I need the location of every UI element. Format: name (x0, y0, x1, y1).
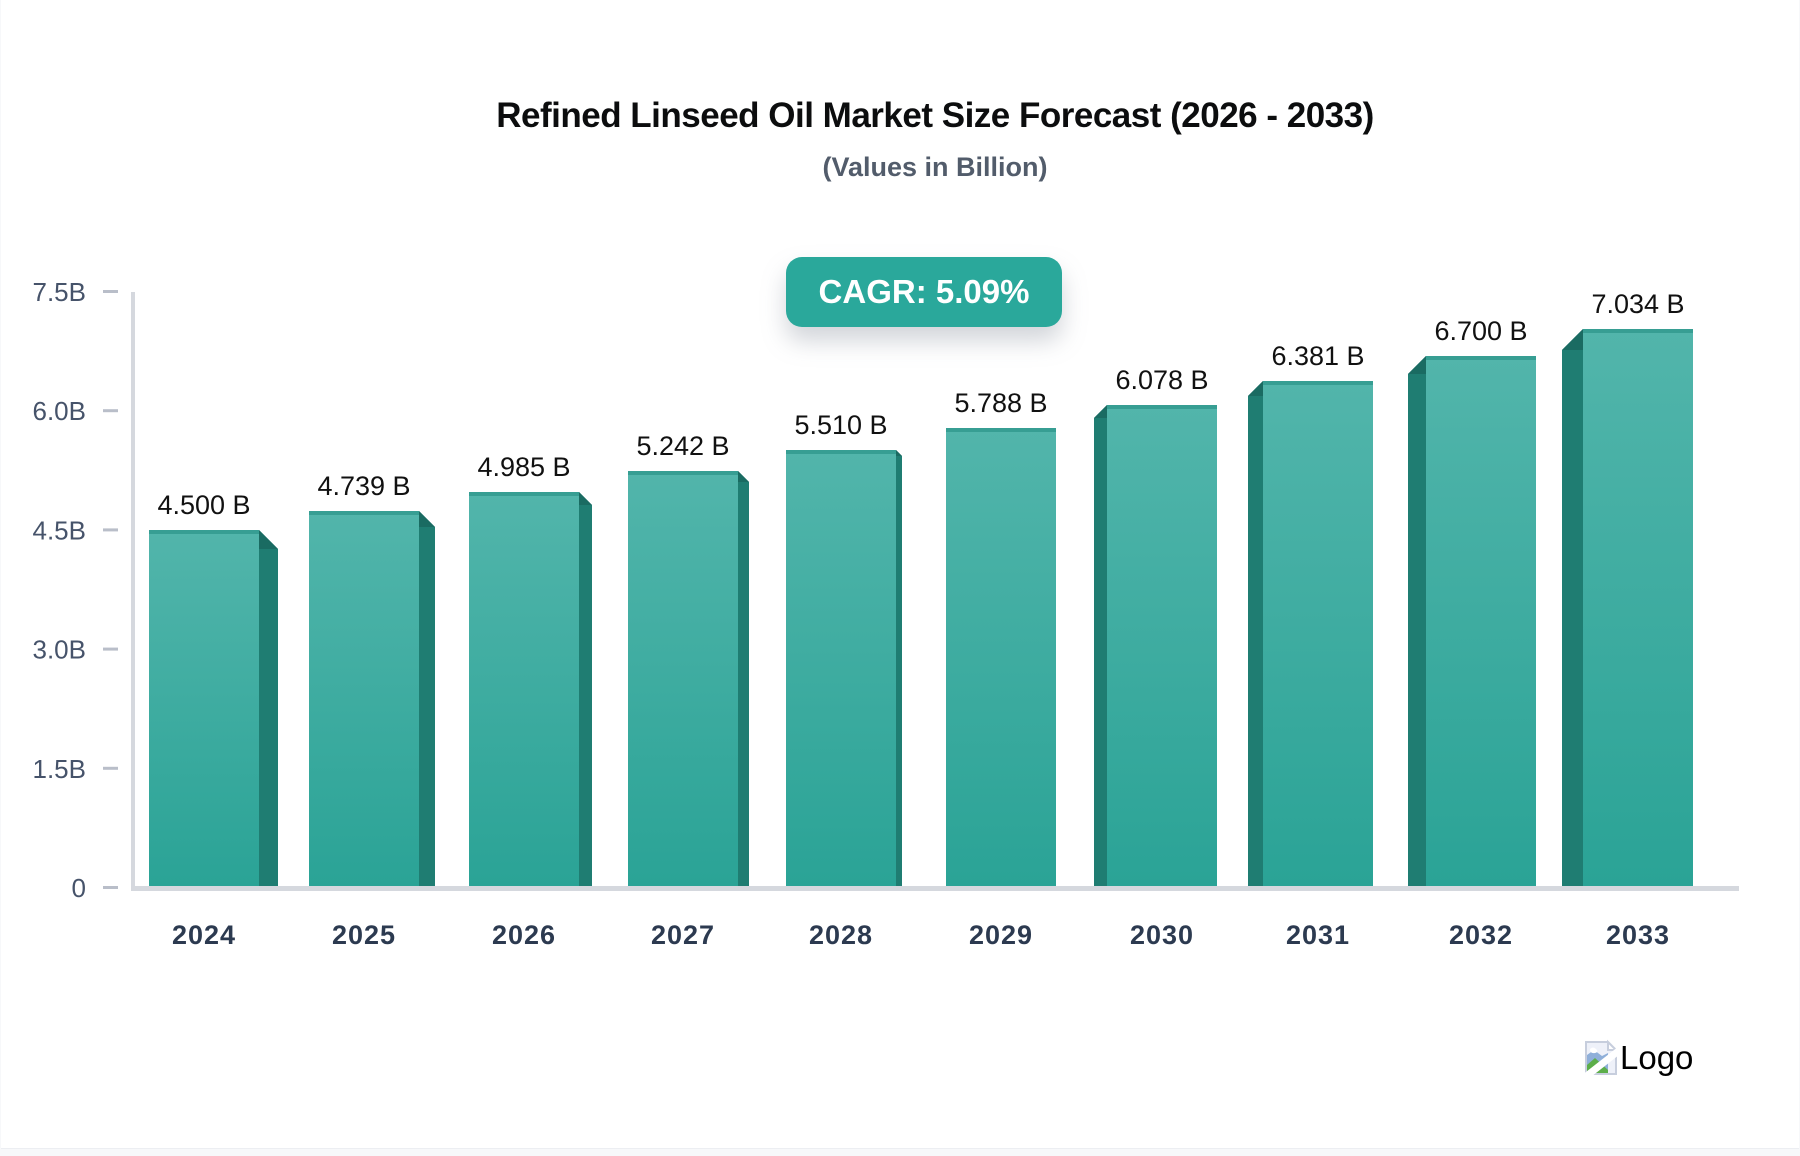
bar-side (1562, 329, 1583, 887)
bar-top-edge (1583, 329, 1693, 333)
y-tick-mark (103, 290, 118, 293)
y-tick-label: 0 (72, 873, 86, 903)
bar-top-edge (946, 428, 1056, 432)
x-axis-label: 2030 (1130, 920, 1194, 950)
x-axis-label: 2025 (332, 920, 396, 950)
bar-face (1107, 405, 1217, 888)
x-axis-label: 2028 (809, 920, 873, 950)
bar-side (1408, 356, 1426, 887)
bar-value-label: 6.078 B (1115, 365, 1208, 395)
bar-face (946, 428, 1056, 888)
bar-side (259, 530, 278, 887)
bar-face (628, 471, 738, 888)
bar-top-edge (786, 450, 896, 454)
bar-side-corner (896, 450, 902, 456)
bar-side-corner (259, 530, 278, 549)
bar-top-edge (628, 471, 738, 475)
bar-side (1094, 405, 1107, 887)
cagr-badge: CAGR: 5.09% (786, 257, 1062, 327)
bar-side-corner (1562, 329, 1583, 350)
bar-side-corner (1408, 356, 1426, 374)
bar-side-corner (1248, 381, 1263, 396)
y-tick-mark (103, 886, 118, 889)
bar-side-corner (579, 492, 592, 505)
bar-2032: 6.700 B 2032 (1408, 316, 1536, 950)
y-tick-label: 1.5B (33, 754, 87, 784)
bar-side (896, 450, 902, 887)
bar-2028: 5.510 B 2028 (786, 410, 902, 950)
bar-top-edge (469, 492, 579, 496)
x-axis-label: 2026 (492, 920, 556, 950)
logo: Logo (1584, 1036, 1693, 1080)
bar-value-label: 4.985 B (477, 452, 570, 482)
bar-value-label: 5.242 B (636, 431, 729, 461)
bar-top-edge (309, 511, 419, 515)
bar-top-edge (1263, 381, 1373, 385)
bar-2027: 5.242 B 2027 (628, 431, 749, 950)
x-axis-label: 2031 (1286, 920, 1350, 950)
y-tick-mark (103, 766, 118, 770)
bar-face (1583, 329, 1693, 888)
bar-side-corner (419, 511, 435, 527)
x-axis-label: 2024 (172, 920, 236, 950)
bar-value-label: 4.739 B (317, 471, 410, 501)
bar-top-edge (1107, 405, 1217, 409)
bar-face (1263, 381, 1373, 888)
x-axis-label: 2029 (969, 920, 1033, 950)
y-axis-line (131, 292, 135, 888)
broken-image-icon (1584, 1039, 1618, 1077)
bar-2030: 6.078 B 2030 (1094, 365, 1217, 950)
bar-value-label: 4.500 B (157, 490, 250, 520)
y-tick-label: 6.0B (33, 396, 87, 426)
y-tick-label: 3.0B (33, 635, 87, 665)
bar-value-label: 6.381 B (1271, 341, 1364, 371)
bar-2025: 4.739 B 2025 (309, 471, 435, 950)
x-axis-label: 2032 (1449, 920, 1513, 950)
bar-2029: 5.788 B 2029 (946, 388, 1056, 950)
bar-face (149, 530, 259, 888)
bar-face (309, 511, 419, 888)
logo-alt-text: Logo (1620, 1039, 1694, 1076)
bar-2031: 6.381 B 2031 (1248, 341, 1373, 950)
bar-2024: 4.500 B 2024 (149, 490, 278, 950)
bar-side (419, 511, 435, 887)
bar-side-corner (738, 471, 749, 482)
bar-top-edge (149, 530, 259, 534)
y-tick-label: 4.5B (33, 515, 87, 545)
bar-value-label: 7.034 B (1591, 289, 1684, 319)
bar-2033: 7.034 B 2033 (1562, 289, 1693, 950)
bar-side (738, 471, 749, 887)
bar-side (1248, 381, 1263, 887)
x-axis-label: 2033 (1606, 920, 1670, 950)
bar-face (1426, 356, 1536, 888)
cagr-badge-label: CAGR: 5.09% (818, 273, 1030, 310)
bar-face (786, 450, 896, 888)
bar-side-corner (1094, 405, 1107, 418)
bar-face (469, 492, 579, 888)
bar-value-label: 6.700 B (1434, 316, 1527, 346)
x-axis-label: 2027 (651, 920, 715, 950)
y-tick-label: 7.5B (33, 277, 87, 307)
bar-value-label: 5.510 B (794, 410, 887, 440)
y-tick-mark (103, 409, 118, 413)
x-axis-line (131, 886, 1739, 891)
page-title: Refined Linseed Oil Market Size Forecast… (496, 96, 1374, 135)
y-tick-mark (103, 647, 118, 651)
y-tick-mark (103, 528, 118, 532)
chart-header: Refined Linseed Oil Market Size Forecast… (70, 96, 1800, 183)
bar-side (579, 492, 592, 887)
bar-value-label: 5.788 B (954, 388, 1047, 418)
bar-top-edge (1426, 356, 1536, 360)
page-subtitle: (Values in Billion) (822, 152, 1048, 182)
bar-2026: 4.985 B 2026 (469, 452, 592, 950)
